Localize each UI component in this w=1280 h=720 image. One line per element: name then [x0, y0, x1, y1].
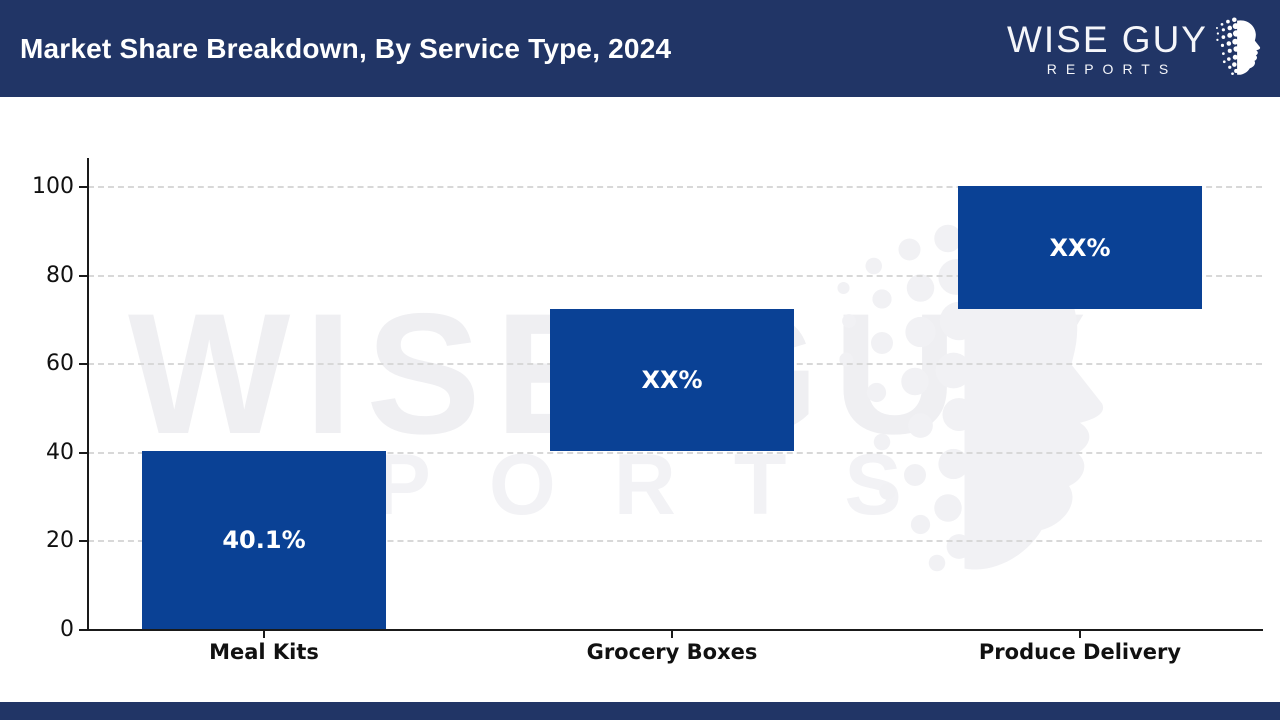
x-tick-0: [263, 631, 265, 638]
plot-area: 0 20 40 60 80 100 40.1% Meal Kits XX% Grocery Box…: [0, 97, 1280, 702]
bar-value-label: XX%: [1049, 233, 1111, 262]
y-tick-40: [79, 451, 87, 454]
bar-grocery-boxes: XX%: [550, 309, 794, 452]
bar-value-label: XX%: [641, 366, 703, 395]
y-axis-line: [87, 158, 89, 631]
x-category-label-1: Grocery Boxes: [586, 640, 758, 664]
y-tick-60: [79, 363, 87, 366]
y-tick-label-100: 100: [32, 174, 74, 199]
logo-text-wiseguy: WISE GUY: [1006, 18, 1208, 60]
x-tick-2: [1079, 631, 1081, 638]
header-bar: Market Share Breakdown, By Service Type,…: [0, 0, 1280, 97]
x-category-label-0: Meal Kits: [209, 640, 319, 664]
wiseguy-logo: WISE GUY REPORTS: [1007, 17, 1266, 81]
y-tick-100: [79, 186, 87, 188]
x-tick-1: [671, 631, 673, 638]
logo-wordmark: WISE GUY REPORTS: [1007, 21, 1208, 77]
y-tick-0: [79, 629, 87, 631]
chart-title: Market Share Breakdown, By Service Type,…: [20, 32, 672, 64]
y-tick-label-60: 60: [46, 351, 74, 377]
y-tick-20: [79, 540, 87, 543]
x-axis-line: [87, 629, 1263, 631]
y-tick-80: [79, 274, 87, 277]
bar-produce-delivery: XX%: [958, 186, 1202, 310]
y-tick-label-0: 0: [60, 617, 74, 642]
y-tick-label-20: 20: [46, 528, 74, 554]
bar-value-label: 40.1%: [222, 526, 306, 555]
x-category-label-2: Produce Delivery: [978, 640, 1182, 664]
gridline-20: [88, 540, 1262, 543]
gridline-40: [88, 451, 1262, 454]
footer-bar: [0, 702, 1280, 720]
gridline-100: [88, 186, 1262, 188]
logo-text-reports: REPORTS: [1046, 60, 1178, 77]
y-tick-label-40: 40: [46, 439, 74, 465]
gridline-80: [88, 274, 1262, 277]
y-tick-label-80: 80: [46, 262, 74, 288]
logo-head-icon: [1210, 17, 1266, 81]
bar-meal-kits: 40.1%: [142, 451, 386, 629]
